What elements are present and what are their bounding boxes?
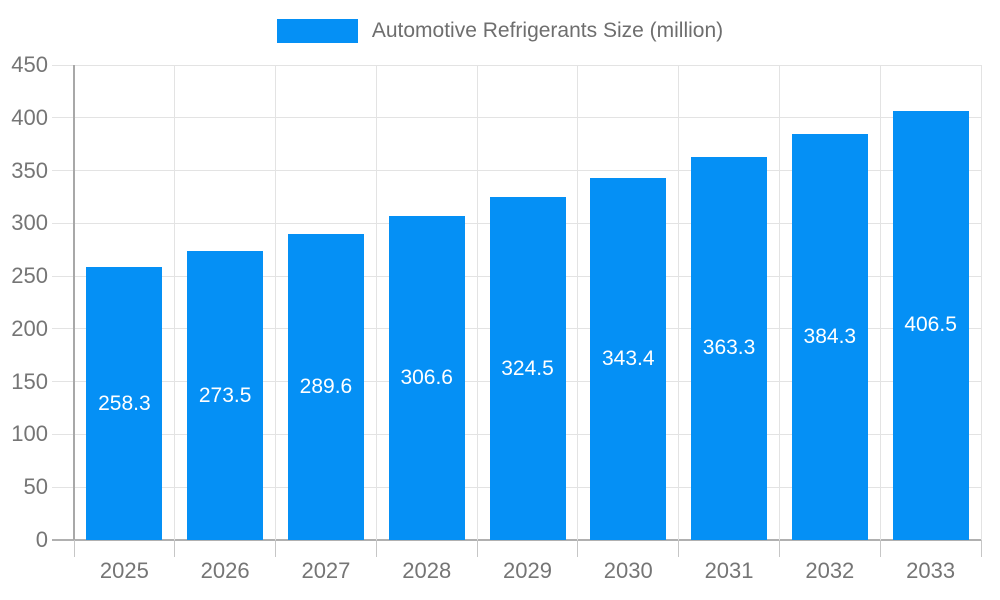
bar-value-label: 406.5 [904,313,957,337]
bar-value-label: 324.5 [501,356,554,380]
y-tick-label: 150 [11,368,48,394]
bar-2028[interactable]: 306.6 [388,216,465,540]
x-gridline [879,65,881,540]
bar-value-label: 273.5 [198,383,252,407]
x-tick-mark [577,540,579,557]
y-tick-label: 200 [11,315,48,341]
x-gridline [980,65,982,540]
bar-value-label: 363.3 [702,336,756,360]
y-tick-label: 300 [11,210,48,236]
x-tick-label-2029: 2029 [503,558,552,583]
x-tick-label-2031: 2031 [704,558,754,583]
chart-title: Automotive Refrigerants Size (million) [371,19,724,42]
x-tick-mark [678,540,680,557]
y-axis-line [72,65,75,540]
y-gridline [52,117,981,119]
y-tick-label: 100 [11,421,48,447]
x-tick-mark [73,540,75,557]
x-tick-mark [174,540,176,557]
bar-2025[interactable]: 258.3 [86,267,163,540]
bar-value-label: 258.3 [98,391,151,415]
y-tick-label: 400 [11,104,48,130]
x-tick-label-2027: 2027 [301,558,351,583]
bar-value-label: 384.3 [803,325,857,349]
x-tick-label-2032: 2032 [805,558,855,583]
x-tick-mark [778,540,780,557]
bar-2029[interactable]: 324.5 [489,197,566,540]
bar-value-label: 306.6 [400,366,453,390]
bar-2033[interactable]: 406.5 [892,110,969,540]
bar-value-label: 343.4 [601,346,655,370]
bar-value-label: 289.6 [299,375,353,399]
bar-2031[interactable]: 363.3 [691,156,768,540]
x-gridline [577,65,579,540]
x-tick-label-2025: 2025 [99,558,149,583]
x-gridline [778,65,780,540]
x-gridline [275,65,277,540]
bar-2026[interactable]: 273.5 [187,251,264,540]
x-tick-mark [879,540,881,557]
x-gridline [476,65,478,540]
bar-2032[interactable]: 384.3 [791,134,868,540]
legend-swatch[interactable] [276,19,358,43]
x-tick-label-2026: 2026 [200,558,250,583]
x-tick-mark [980,540,982,557]
x-axis-line [52,539,981,541]
x-gridline [678,65,680,540]
legend[interactable]: Automotive Refrigerants Size (million) [0,17,1000,45]
x-gridline [174,65,176,540]
y-tick-label: 250 [11,263,48,289]
x-tick-label-2033: 2033 [906,558,956,583]
x-tick-label-2028: 2028 [402,558,452,583]
x-tick-mark [476,540,478,557]
y-gridline [52,170,981,172]
y-tick-label: 350 [11,157,48,183]
bar-2030[interactable]: 343.4 [590,177,667,540]
x-tick-label-2030: 2030 [603,558,653,583]
x-tick-mark [275,540,277,557]
y-tick-label: 450 [11,52,48,77]
y-gridline [52,64,981,66]
x-gridline [375,65,377,540]
x-tick-mark [375,540,377,557]
bar-2027[interactable]: 289.6 [287,234,364,540]
y-tick-label: 50 [23,474,48,500]
y-tick-label: 0 [35,527,48,552]
